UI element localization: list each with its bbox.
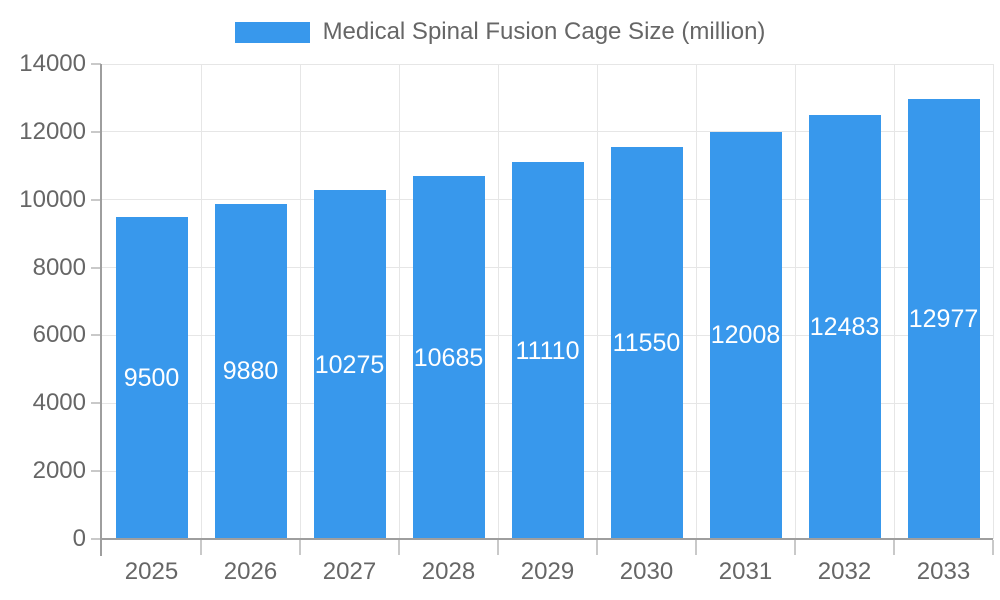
x-axis-label: 2025 [124, 558, 179, 585]
bar-value-label: 11110 [515, 336, 580, 365]
v-gridline [794, 64, 796, 539]
bar-value-label: 9500 [123, 363, 180, 392]
y-tick [91, 402, 101, 405]
y-axis-label: 10000 [19, 185, 86, 213]
y-tick [91, 470, 101, 473]
bar [412, 176, 485, 539]
x-axis-label: 2032 [817, 558, 872, 585]
v-gridline [893, 64, 895, 539]
y-tick [91, 130, 101, 133]
x-axis-label: 2028 [421, 558, 476, 585]
x-axis-label: 2029 [520, 558, 575, 585]
x-tick [497, 540, 499, 555]
y-axis-label: 0 [72, 525, 86, 552]
x-tick [299, 540, 301, 555]
v-gridline [596, 64, 598, 539]
bar-value-label: 12483 [809, 313, 880, 342]
x-axis-label: 2027 [322, 558, 377, 585]
bar [214, 203, 287, 539]
v-gridline [200, 64, 202, 539]
y-axis-label: 8000 [32, 253, 86, 281]
legend-swatch-icon [234, 21, 310, 43]
x-axis-label: 2030 [619, 558, 674, 585]
x-axis-label: 2026 [223, 558, 278, 585]
bar-value-label: 10275 [314, 350, 385, 379]
y-tick [91, 198, 101, 201]
x-tick [893, 540, 895, 555]
bar [709, 131, 782, 539]
v-gridline [299, 64, 301, 539]
y-tick [91, 266, 101, 269]
legend-item[interactable]: Medical Spinal Fusion Cage Size (million… [0, 18, 1000, 46]
x-axis-label: 2033 [916, 558, 971, 585]
bar [907, 98, 980, 539]
v-gridline [398, 64, 400, 539]
y-tick [91, 63, 101, 65]
bar [313, 190, 386, 539]
x-tick [200, 540, 202, 555]
y-axis-label: 6000 [32, 321, 86, 349]
bar-value-label: 12008 [710, 321, 781, 350]
x-tick [992, 540, 994, 555]
bar-value-label: 9880 [222, 357, 279, 386]
bar [115, 216, 188, 539]
legend-label: Medical Spinal Fusion Cage Size (million… [322, 18, 766, 45]
x-axis-label: 2031 [718, 558, 773, 585]
bar-value-label: 10685 [413, 343, 484, 372]
x-axis-line [100, 538, 993, 540]
bar [808, 115, 881, 539]
x-tick [398, 540, 400, 555]
x-tick [794, 540, 796, 555]
y-tick [91, 334, 101, 337]
bar [610, 147, 683, 539]
y-axis-label: 14000 [19, 50, 86, 77]
y-axis-label: 2000 [32, 457, 86, 485]
y-axis-label: 4000 [32, 389, 86, 417]
bar-value-label: 12977 [908, 304, 979, 333]
v-gridline [497, 64, 499, 539]
v-gridline [992, 64, 994, 539]
bar-value-label: 11550 [612, 329, 681, 358]
v-gridline [695, 64, 697, 539]
h-gridline [102, 131, 993, 133]
x-tick [695, 540, 697, 555]
y-axis-label: 12000 [19, 117, 86, 145]
x-tick [596, 540, 598, 555]
y-tick [91, 538, 101, 540]
h-gridline [102, 63, 993, 65]
bar [511, 162, 584, 539]
y-axis-line [100, 64, 102, 556]
